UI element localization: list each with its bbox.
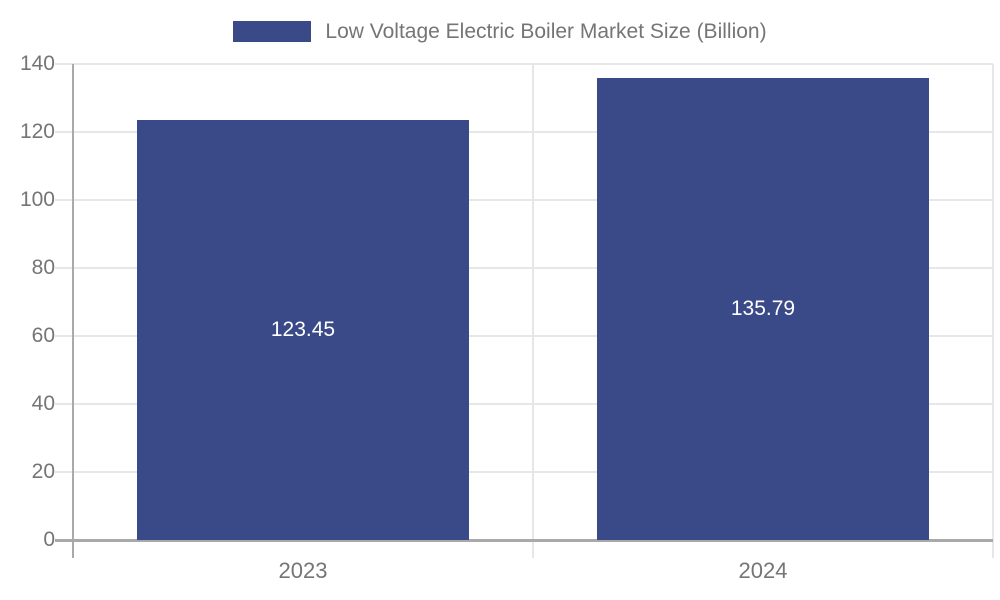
y-gridline: [55, 199, 993, 201]
x-axis-line: [55, 539, 993, 542]
bar-value-label: 123.45: [270, 318, 336, 342]
y-gridline: [55, 63, 993, 65]
y-axis-tick-label: 0: [43, 528, 55, 551]
bar: 123.45: [137, 120, 469, 540]
y-axis-tick-label: 40: [31, 392, 55, 415]
y-gridline: [55, 403, 993, 405]
y-axis-line: [72, 64, 74, 558]
legend: Low Voltage Electric Boiler Market Size …: [0, 19, 1000, 44]
bar-value-label: 135.79: [730, 297, 796, 321]
legend-label: Low Voltage Electric Boiler Market Size …: [325, 20, 767, 43]
x-gridline: [992, 64, 994, 558]
y-gridline: [55, 131, 993, 133]
y-gridline: [55, 335, 993, 337]
x-gridline: [532, 64, 534, 558]
y-gridline: [55, 267, 993, 269]
y-axis-tick-label: 60: [31, 324, 55, 347]
y-axis-tick-label: 120: [19, 120, 55, 143]
x-axis-tick-label: 2024: [738, 558, 788, 583]
y-axis-tick-label: 80: [31, 256, 55, 279]
legend-swatch: [233, 21, 312, 42]
y-gridline: [55, 471, 993, 473]
y-axis-tick-label: 100: [19, 188, 55, 211]
y-axis-tick-label: 20: [31, 460, 55, 483]
bar: 135.79: [597, 78, 929, 540]
x-axis-tick-label: 2023: [278, 558, 328, 583]
y-axis-tick-label: 140: [19, 52, 55, 75]
